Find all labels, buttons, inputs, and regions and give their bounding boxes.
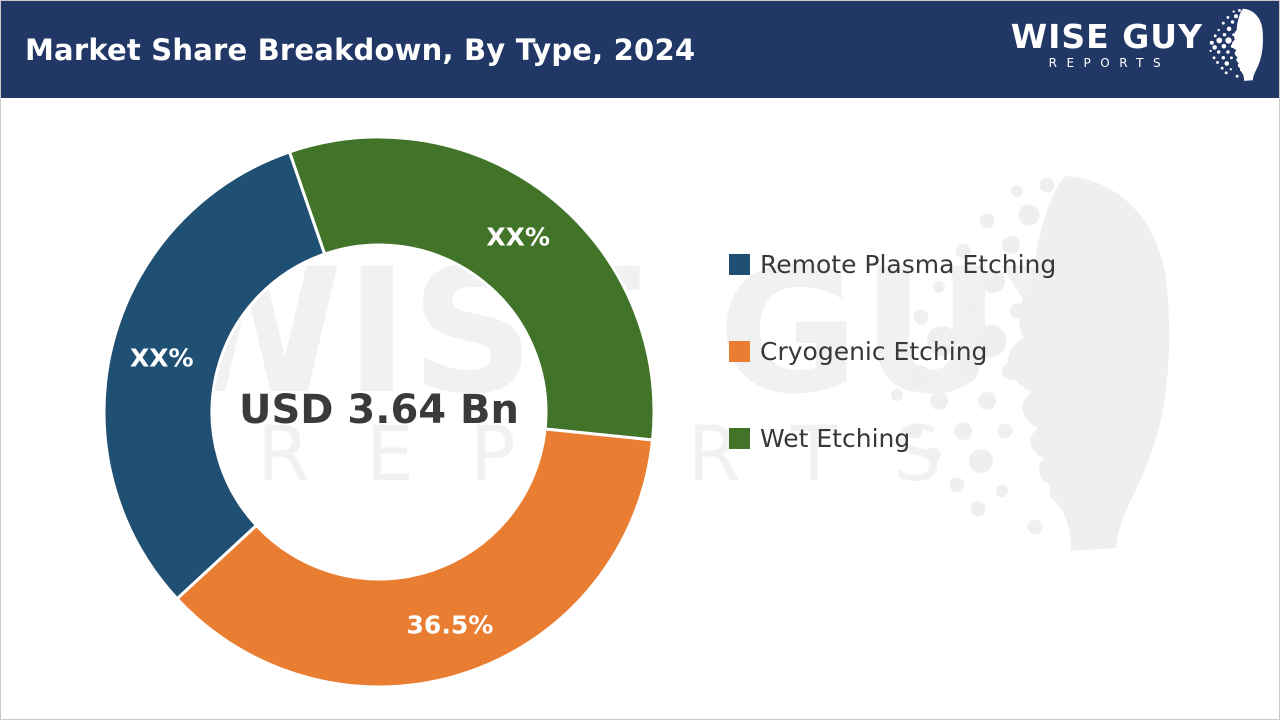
legend-label: Cryogenic Etching [760,337,988,366]
donut-segment-cryogenic-etching [175,427,655,689]
segment-label: XX% [130,343,194,372]
legend-swatch [729,254,750,275]
chart-title: Market Share Breakdown, By Type, 2024 [25,32,696,67]
legend-item-remote-plasma-etching: Remote Plasma Etching [729,250,1056,279]
center-value-label: USD 3.64 Bn [239,387,519,433]
donut-segment-wet-etching [287,135,656,442]
donut-segment-remote-plasma-etching [102,150,327,601]
legend-label: Wet Etching [760,424,911,453]
segment-label: 36.5% [407,611,494,640]
segment-label: XX% [486,223,550,252]
logo-subtitle: REPORTS [1048,56,1171,71]
donut-chart: XX% 36.5% XX% USD 3.64 Bn [102,135,656,689]
logo-face-icon [1207,7,1265,82]
legend-item-cryogenic-etching: Cryogenic Etching [729,337,1056,366]
logo-wordmark: WISE GUY [1010,16,1203,56]
wise-guy-reports-logo: WISE GUY REPORTS [1011,7,1265,82]
chart-legend: Remote Plasma Etching Cryogenic Etching … [729,250,1056,453]
header-bar: Market Share Breakdown, By Type, 2024 WI… [1,1,1279,98]
legend-swatch [729,428,750,449]
legend-swatch [729,341,750,362]
legend-label: Remote Plasma Etching [760,250,1057,279]
legend-item-wet-etching: Wet Etching [729,424,1056,453]
